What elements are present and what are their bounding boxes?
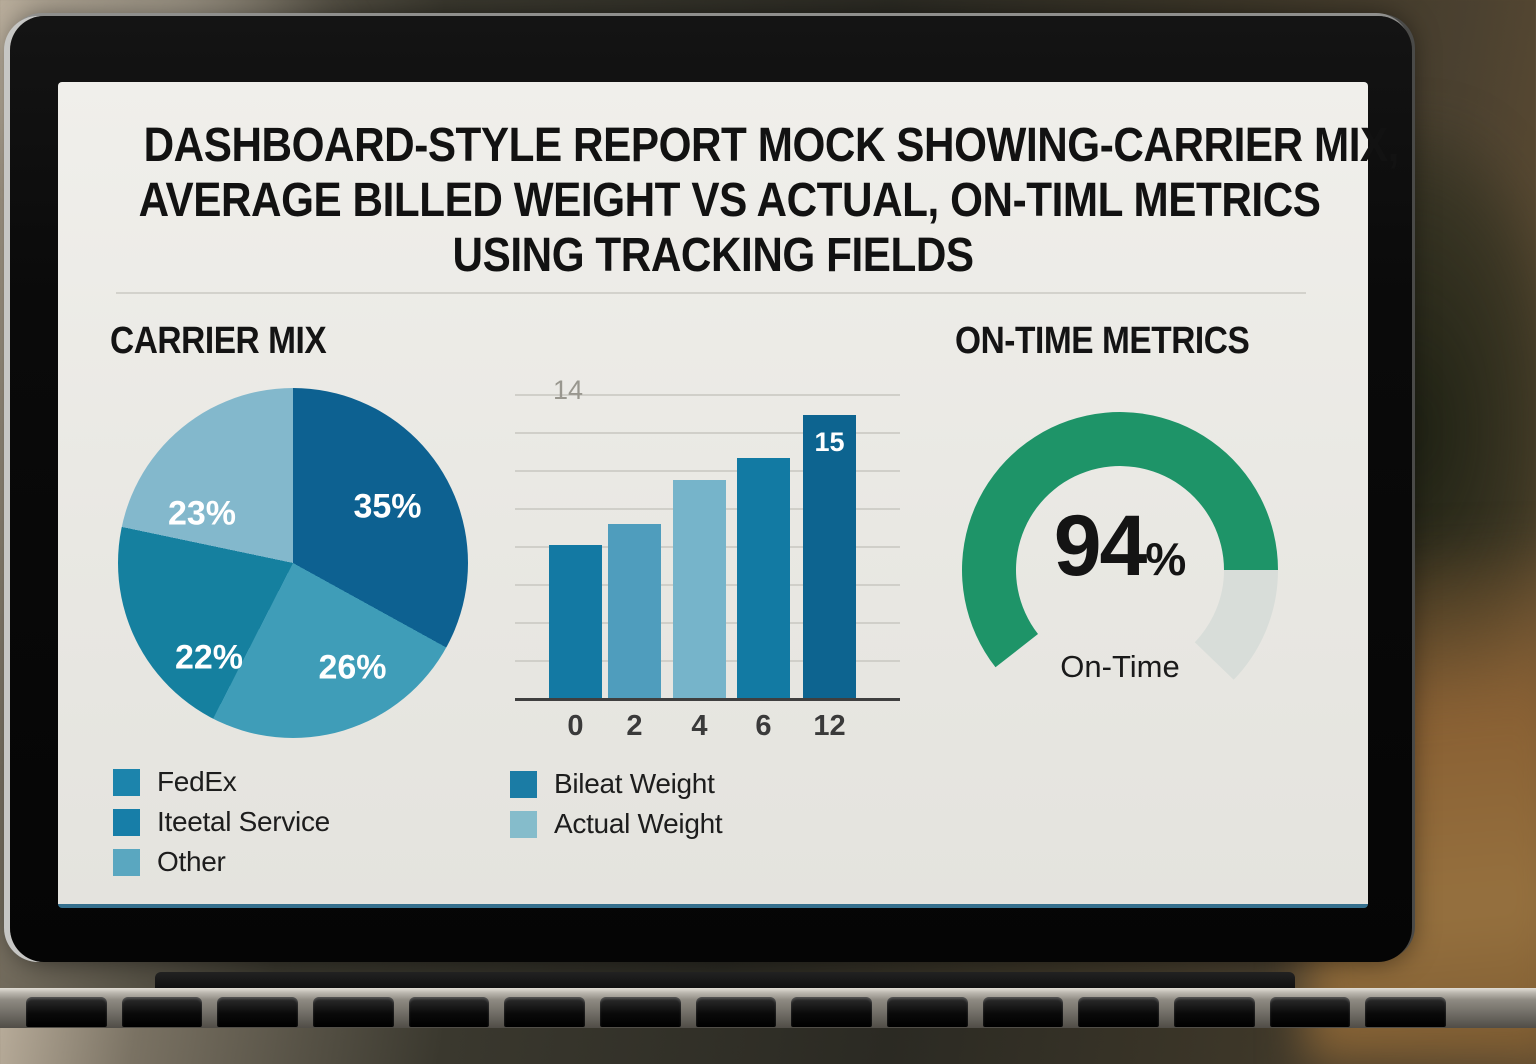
gauge-arc [962,412,1278,680]
x-axis-label: 6 [755,710,772,742]
carrier-mix-pie-chart: 35% 26% 22% 23% [118,388,468,738]
keyboard-key [1269,997,1351,1027]
carrier-mix-heading: CARRIER MIX [110,320,327,362]
legend-swatch [113,768,140,796]
on-time-metrics-heading: ON-TIME METRICS [955,320,1250,362]
gauge-arc-filled [962,412,1278,668]
laptop-bezel: DASHBOARD-STYLE REPORT MOCK SHOWING-CARR… [10,16,1412,1012]
legend-swatch [510,770,537,798]
gauge-arc-rest [1194,570,1278,680]
legend-item: Other [113,842,330,882]
x-axis-label: 0 [567,710,584,742]
legend-swatch [510,810,537,838]
legend-item: Actual Weight [510,804,723,844]
keyboard-key [887,997,968,1027]
keyboard-key [313,997,394,1027]
bar [737,458,790,698]
report-title-line2: AVERAGE BILLED WEIGHT VS ACTUAL, ON-TIML… [138,174,1321,227]
keyboard-key [791,997,873,1027]
bar [608,524,661,698]
legend-item: FedEx [113,762,330,802]
gauge-caption: On-Time [1060,649,1180,684]
x-axis-label: 12 [813,710,846,742]
legend-item: Bileat Weight [510,764,722,804]
keyboard-key [1174,997,1255,1027]
legend-label: Bileat Weight [554,768,715,799]
weight-bar-chart: 14 0 2 4 6 15 12 [515,375,900,742]
on-time-gauge: 94% On-Time [955,405,1285,735]
legend-label: Iteetal Service [157,806,330,837]
legend-label: FedEx [157,766,237,797]
keyboard-key [695,997,777,1027]
legend-label: Other [157,846,226,877]
title-divider [116,292,1306,294]
pie-slice-label: 22% [174,638,244,676]
keyboard-key [600,997,681,1027]
bar-value-label: 15 [814,427,845,457]
keyboard-key [982,997,1064,1027]
legend-swatch [113,808,140,836]
report-title-line1: DASHBOARD-STYLE REPORT MOCK SHOWING-CARR… [143,119,1400,172]
laptop-keyboard-row [26,997,1447,1027]
x-axis-label: 2 [626,710,643,742]
keyboard-key [217,997,299,1027]
pie-slice-label: 26% [318,648,387,687]
bar: 15 [803,415,856,698]
carrier-mix-legend: FedEx Iteetal Service Other [113,762,330,882]
keyboard-key [1365,997,1447,1027]
bar [673,480,726,698]
report-title-line3: USING TRACKING FIELDS [452,229,974,282]
y-axis-tick-label: 14 [553,375,584,405]
legend-swatch [113,848,140,876]
keyboard-key [26,997,107,1027]
gauge-value-group: 94% [955,497,1285,596]
dashboard-screen: DASHBOARD-STYLE REPORT MOCK SHOWING-CARR… [58,82,1400,908]
x-axis-label: 4 [691,710,708,742]
gauge-value: 94 [1053,498,1148,594]
weight-chart-legend: Bileat Weight Actual Weight [510,764,723,844]
keyboard-key [121,997,203,1027]
pie-slice-label: 35% [353,487,422,526]
gauge-unit: % [1145,533,1187,585]
keyboard-key [408,997,490,1027]
bar [549,545,602,698]
keyboard-key [504,997,586,1027]
pie-slice-label: 23% [167,494,237,533]
legend-label: Actual Weight [554,808,723,839]
legend-item: Iteetal Service [113,802,330,842]
keyboard-key [1078,997,1160,1027]
report-title: DASHBOARD-STYLE REPORT MOCK SHOWING-CARR… [58,118,1400,283]
